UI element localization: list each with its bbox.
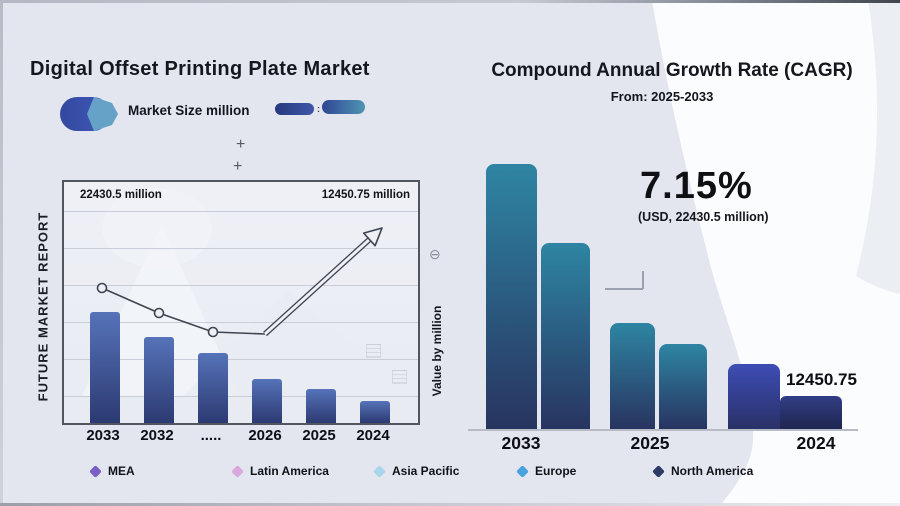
legend-item-europe: Europe [516,464,577,478]
cagr-bar-2025-secondary [659,344,707,429]
gridline [64,322,418,323]
legend-label: MEA [108,464,135,478]
legend-diamond-icon [89,464,102,478]
plus-mark-icon: + [233,158,243,175]
x-label-2026: 2026 [248,427,282,444]
legend-diamond-icon [652,464,665,478]
legend-item-latin-america: Latin America [231,464,329,478]
cagr-bar-2033-secondary [541,243,590,429]
cagr-bar-2025-primary [610,323,655,429]
bar-2025 [306,389,336,423]
annotation-start-value: 22430.5 million [80,189,162,201]
legend-diamond-icon [516,464,529,478]
cagr-2024-value-label: 12450.75 [786,370,857,389]
x-label-2025: 2025 [302,427,336,444]
right-chart-axis-line [468,429,858,431]
ratio-separator: : [317,104,320,114]
gridline [64,211,418,212]
x-label-dots: ..... [200,427,222,444]
cagr-value: 7.15% [640,165,753,207]
cagr-note: (USD, 22430.5 million) [638,210,769,224]
legend-label: Europe [535,464,577,478]
series-legend-label: Market Size million [128,103,250,118]
bar-dots [198,353,228,423]
frame-border-bottom [0,503,900,506]
legend-diamond-icon [231,464,244,478]
callout-bracket [642,271,644,289]
line-marker [153,307,165,319]
trend-line-and-arrow [96,227,383,338]
faint-table-icon [366,344,381,358]
cagr-x-label-2033: 2033 [501,433,541,453]
left-chart-y-axis-label: Value by million [430,305,444,397]
callout-bracket [605,288,643,290]
frame-border-left [0,0,3,506]
gridline [64,396,418,397]
gridline [64,285,418,286]
bar-2032 [144,337,174,423]
gridline [64,248,418,249]
brand-watermark-vertical: FUTURE MARKET REPORT [35,211,51,402]
minus-circle-icon: ⊖ [429,246,441,262]
cagr-x-label-2024: 2024 [796,433,836,453]
ratio-pills-icon: : [275,100,365,115]
gridline [64,359,418,360]
faint-table-icon [392,370,407,384]
x-label-2032: 2032 [140,427,174,444]
x-label-2033: 2033 [86,427,120,444]
annotation-end-value: 12450.75 million [321,189,410,201]
left-chart-plot-area: 22430.5 million 12450.75 million [62,180,420,425]
cagr-title: Compound Annual Growth Rate (CAGR) [491,60,853,81]
legend-item-mea: MEA [89,464,135,478]
legend-diamond-icon [373,464,386,478]
x-label-2024: 2024 [356,427,390,444]
frame-border-top [0,0,900,3]
bar-2026 [252,379,282,423]
cagr-x-label-2025: 2025 [630,433,670,453]
legend-item-north-america: North America [652,464,754,478]
cagr-bar-2024-secondary [780,396,842,429]
bar-2024 [360,401,390,423]
cagr-subtitle: From: 2025-2033 [610,89,714,104]
page-title: Digital Offset Printing Plate Market [30,58,370,80]
legend-label: Asia Pacific [392,464,460,478]
plus-mark-icon: + [236,136,246,153]
legend-item-asia-pacific: Asia Pacific [373,464,460,478]
arrowhead-icon [362,227,383,247]
cagr-bar-2024-primary [728,364,780,429]
line-marker [207,326,219,338]
market-size-cylinder-icon [60,97,118,131]
legend-label: Latin America [250,464,329,478]
legend-label: North America [671,464,754,478]
cagr-bar-2033-primary [486,164,537,429]
bar-2033 [90,312,120,423]
line-marker [96,282,108,294]
